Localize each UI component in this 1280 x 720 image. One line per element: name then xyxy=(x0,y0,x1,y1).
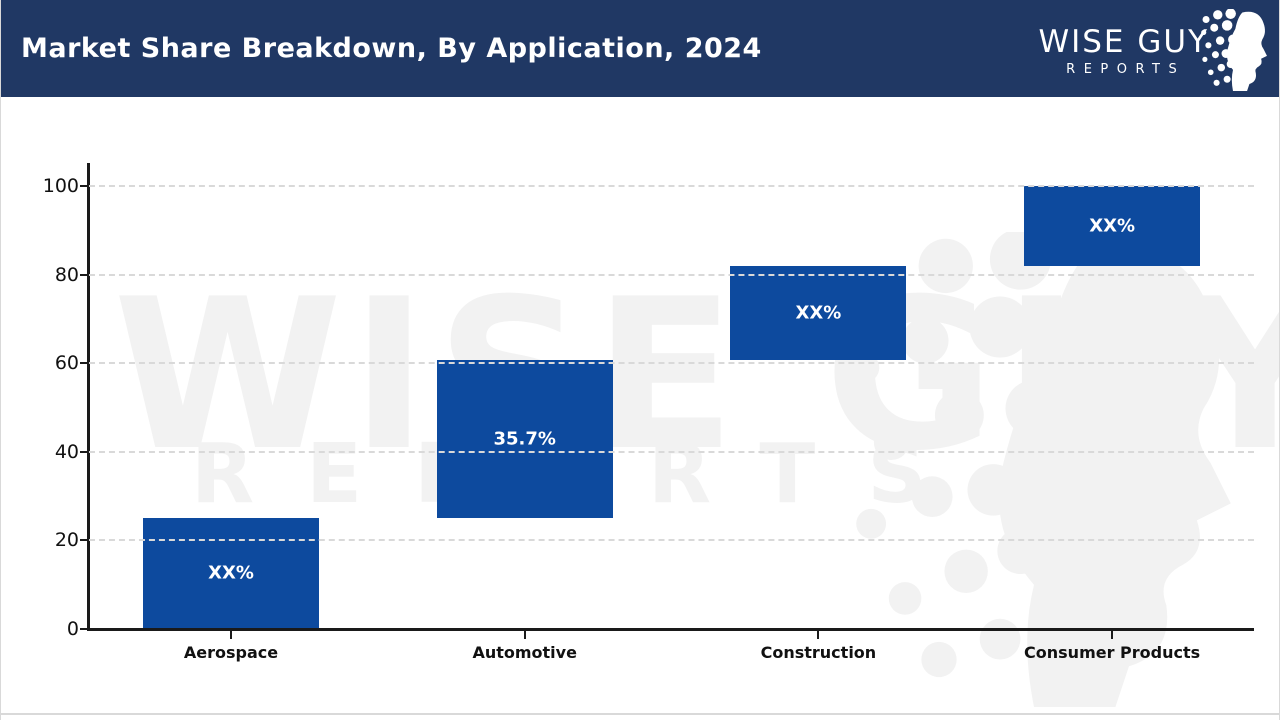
gridline-20 xyxy=(89,539,1254,542)
x-tick-label-2: Construction xyxy=(760,643,877,662)
logo-subtitle: REPORTS xyxy=(1066,61,1186,77)
bar-aerospace xyxy=(143,517,319,629)
gridline-60 xyxy=(89,362,1254,365)
page-title: Market Share Breakdown, By Application, … xyxy=(21,33,762,64)
gridline-80 xyxy=(89,273,1254,276)
header: Market Share Breakdown, By Application, … xyxy=(1,0,1279,97)
x-axis-spine xyxy=(87,628,1254,631)
logo-text: WISE GUY REPORTS xyxy=(1038,24,1209,77)
y-tick-label-40: 40 xyxy=(54,440,79,463)
bar-consumer-products xyxy=(1024,186,1201,266)
y-tick-0 xyxy=(80,628,89,630)
logo-wordmark: WISE GUY xyxy=(1038,23,1209,60)
bar-label-3: XX% xyxy=(1089,215,1135,237)
y-tick-label-100: 100 xyxy=(42,175,79,197)
y-tick-label-0: 0 xyxy=(66,618,79,640)
y-tick-label-20: 20 xyxy=(54,529,79,552)
bar-label-1: 35.7% xyxy=(493,428,556,450)
bar-automotive xyxy=(436,359,613,518)
x-tick-2 xyxy=(817,630,820,639)
gridline-40 xyxy=(89,450,1254,453)
x-tick-0 xyxy=(230,630,232,639)
x-tick-1 xyxy=(523,630,526,639)
y-tick-100 xyxy=(80,185,89,187)
y-axis-spine xyxy=(87,163,90,631)
x-tick-label-3: Consumer Products xyxy=(1024,643,1201,662)
x-tick-label-1: Automotive xyxy=(472,643,577,662)
y-tick-80 xyxy=(80,273,89,276)
y-tick-label-60: 60 xyxy=(54,352,79,375)
y-tick-20 xyxy=(80,539,89,542)
wiseguy-logo: WISE GUY REPORTS xyxy=(1038,8,1271,92)
bottom-divider xyxy=(1,713,1279,715)
bar-label-2: XX% xyxy=(795,302,842,324)
y-tick-60 xyxy=(80,362,89,365)
x-tick-label-0: Aerospace xyxy=(183,643,279,662)
y-tick-40 xyxy=(80,450,89,453)
bar-label-0: XX% xyxy=(208,562,254,584)
gridline-100 xyxy=(89,185,1254,187)
bar-construction xyxy=(730,265,907,360)
face-dots-logo-icon xyxy=(1201,9,1267,91)
x-tick-3 xyxy=(1111,630,1114,639)
chart-area: WISE GUY REPORTS 020406080100XX%Aerospac… xyxy=(1,97,1279,714)
y-tick-label-80: 80 xyxy=(54,263,79,286)
